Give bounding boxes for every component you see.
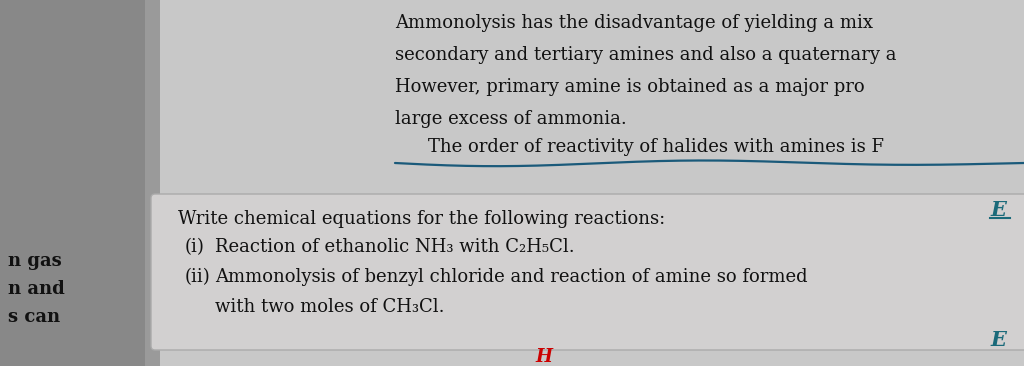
Text: Reaction of ethanolic NH₃ with C₂H₅Cl.: Reaction of ethanolic NH₃ with C₂H₅Cl. [215,238,574,256]
Text: E: E [990,330,1006,350]
Text: The order of reactivity of halides with amines is F: The order of reactivity of halides with … [428,138,884,156]
Text: (ii): (ii) [185,268,211,286]
Bar [145,0,160,366]
Text: s can: s can [8,308,60,326]
Text: Ammonolysis has the disadvantage of yielding a mix: Ammonolysis has the disadvantage of yiel… [395,14,873,32]
Text: (i): (i) [185,238,205,256]
Text: large excess of ammonia.: large excess of ammonia. [395,110,627,128]
Text: Ammonolysis of benzyl chloride and reaction of amine so formed: Ammonolysis of benzyl chloride and react… [215,268,808,286]
Text: E: E [990,200,1006,220]
Bar [0,0,155,366]
Text: with two moles of CH₃Cl.: with two moles of CH₃Cl. [215,298,444,316]
Text: However, primary amine is obtained as a major pro: However, primary amine is obtained as a … [395,78,864,96]
Text: secondary and tertiary amines and also a quaternary a: secondary and tertiary amines and also a… [395,46,896,64]
Text: H: H [535,348,552,366]
FancyBboxPatch shape [151,194,1024,350]
Text: n gas: n gas [8,252,61,270]
Text: n and: n and [8,280,65,298]
Text: Write chemical equations for the following reactions:: Write chemical equations for the followi… [178,210,666,228]
